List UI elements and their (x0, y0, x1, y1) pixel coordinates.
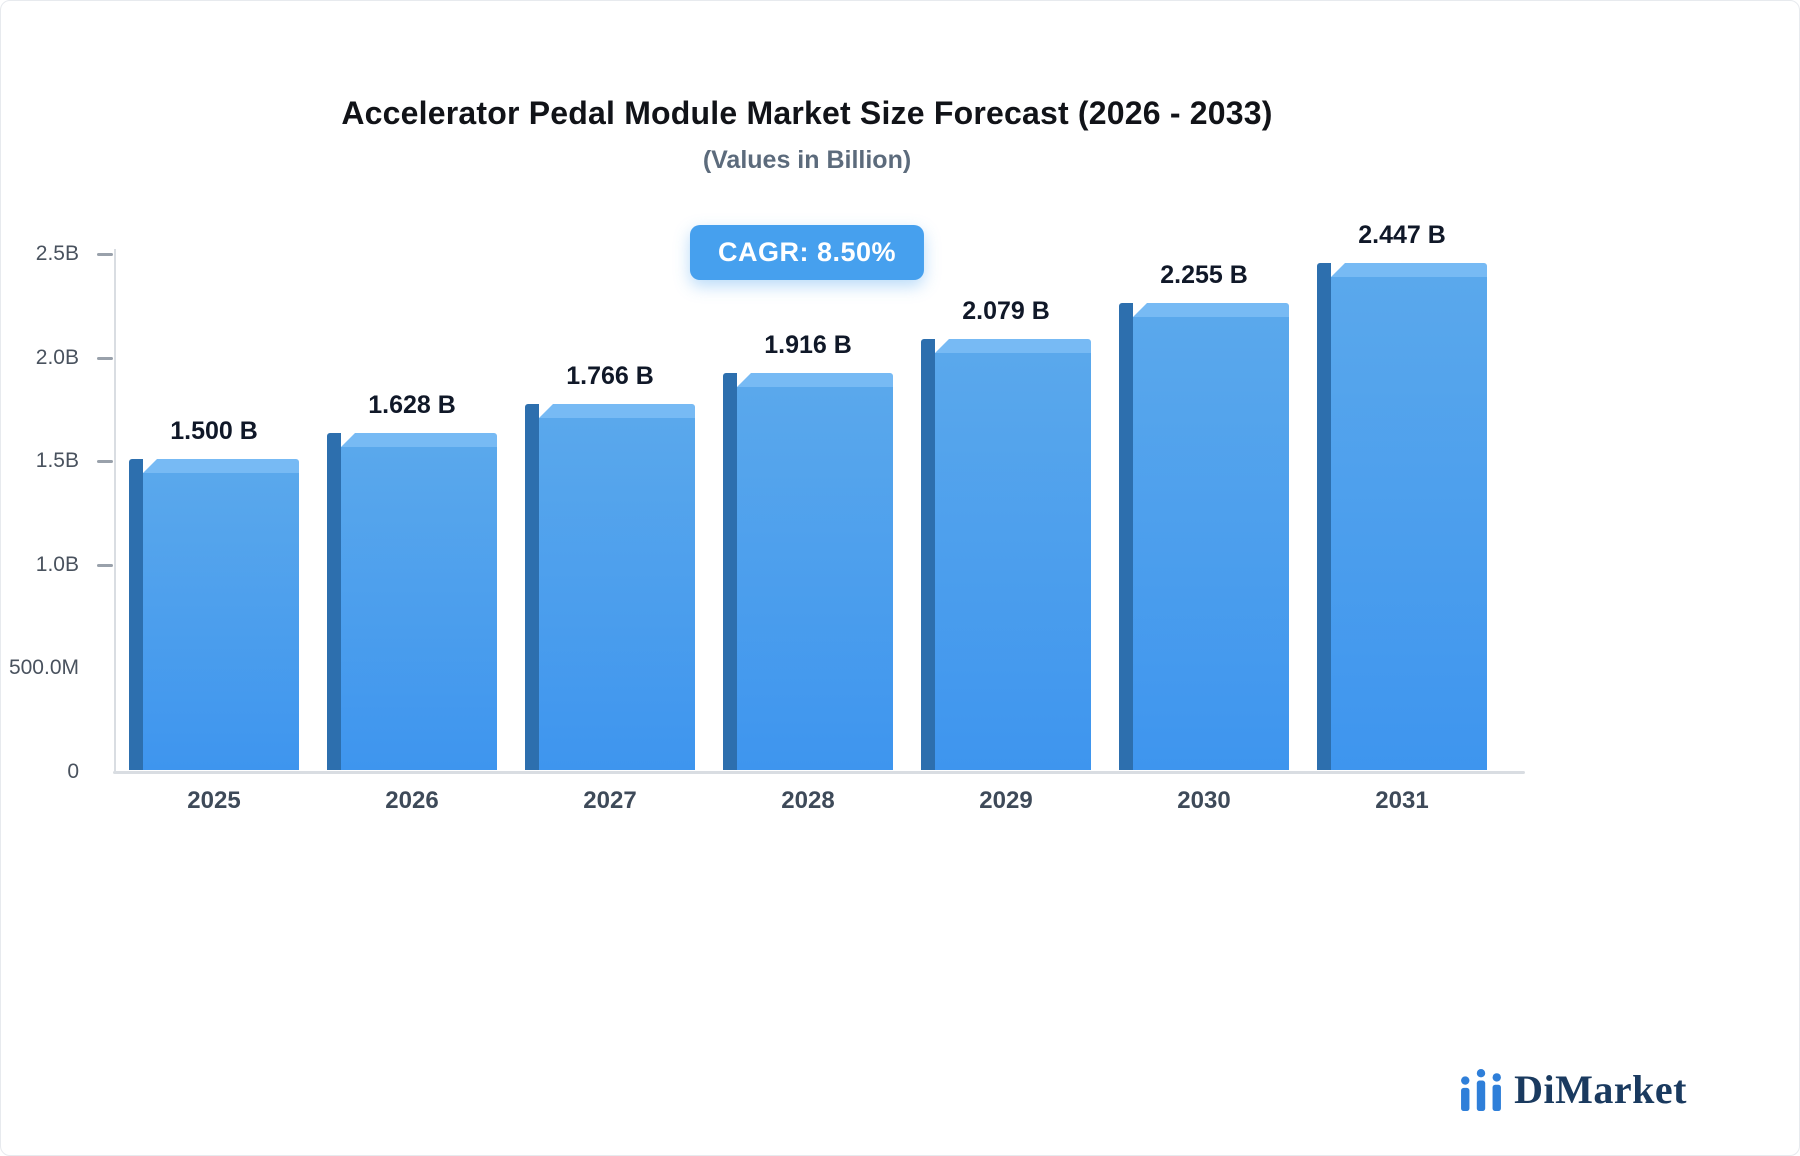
bar-value-2026: 1.628 B (368, 391, 456, 419)
cagr-badge-text: CAGR: 8.50% (717, 237, 897, 267)
bar-front-face (1331, 277, 1487, 770)
bar-top-face (1331, 263, 1487, 277)
y-axis-label-0: 0 (67, 760, 79, 783)
bar-front-face (143, 473, 299, 770)
bar-side-face (723, 373, 737, 770)
bar-2029 (921, 339, 1091, 770)
bar-2027 (525, 404, 695, 770)
chart-title: Accelerator Pedal Module Market Size For… (341, 95, 1273, 131)
y-axis-label-1.0B: 1.0B (35, 552, 79, 576)
x-axis-label-2026: 2026 (385, 787, 439, 814)
x-axis-label-2027: 2027 (583, 787, 637, 814)
y-axis-label-2.0B: 2.0B (35, 345, 79, 369)
bar-top-face (143, 459, 299, 473)
bar-2025 (129, 459, 299, 770)
x-axis-label-2029: 2029 (979, 787, 1033, 814)
bar-front-face (935, 353, 1091, 770)
bar-value-2029: 2.079 B (962, 297, 1050, 325)
x-axis-label-2025: 2025 (187, 787, 241, 814)
x-axis-label-2031: 2031 (1375, 787, 1429, 814)
bar-2030 (1119, 303, 1289, 770)
bar-top-face (341, 433, 497, 447)
y-axis-label-2.5B: 2.5B (35, 242, 79, 265)
chart-subtitle: (Values in Billion) (702, 146, 912, 174)
x-axis-line (113, 771, 1525, 774)
bar-side-face (921, 339, 935, 770)
bar-value-2027: 1.766 B (566, 362, 654, 390)
bar-value-2030: 2.255 B (1160, 261, 1248, 289)
cagr-badge: CAGR: 8.50% (689, 225, 925, 280)
bar-side-face (1317, 263, 1331, 770)
dimarket-logo: DiMarket (1460, 1066, 1687, 1113)
chart-header: Accelerator Pedal Module Market Size For… (1, 95, 1613, 175)
bar-top-face (737, 373, 893, 387)
x-axis-label-2028: 2028 (781, 787, 835, 814)
bar-top-face (935, 339, 1091, 353)
bar-front-face (1133, 317, 1289, 770)
bar-value-2031: 2.447 B (1358, 221, 1446, 249)
bar-front-face (737, 387, 893, 770)
bar-2028 (723, 373, 893, 770)
bar-top-face (539, 404, 695, 418)
y-axis-tick (97, 253, 113, 256)
y-axis-tick (97, 356, 113, 360)
bar-value-2028: 1.916 B (764, 331, 852, 359)
y-axis-label-500.0M: 500.0M (8, 656, 79, 680)
x-axis-label-2030: 2030 (1177, 787, 1231, 814)
bar-2026 (327, 433, 497, 770)
bar-side-face (327, 433, 341, 770)
y-axis-tick (97, 460, 113, 464)
bar-side-face (1119, 303, 1133, 770)
bar-front-face (539, 418, 695, 770)
logo-text: DiMarket (1514, 1067, 1687, 1112)
bar-2031 (1317, 263, 1487, 770)
y-axis-label-1.5B: 1.5B (35, 449, 79, 473)
bar-value-2025: 1.500 B (170, 417, 258, 445)
bar-side-face (129, 459, 143, 770)
bar-side-face (525, 404, 539, 770)
logo-bars-icon (1461, 1068, 1502, 1111)
y-axis-tick (97, 563, 113, 567)
y-axis-line (114, 249, 116, 773)
bar-front-face (341, 447, 497, 770)
bar-top-face (1133, 303, 1289, 317)
